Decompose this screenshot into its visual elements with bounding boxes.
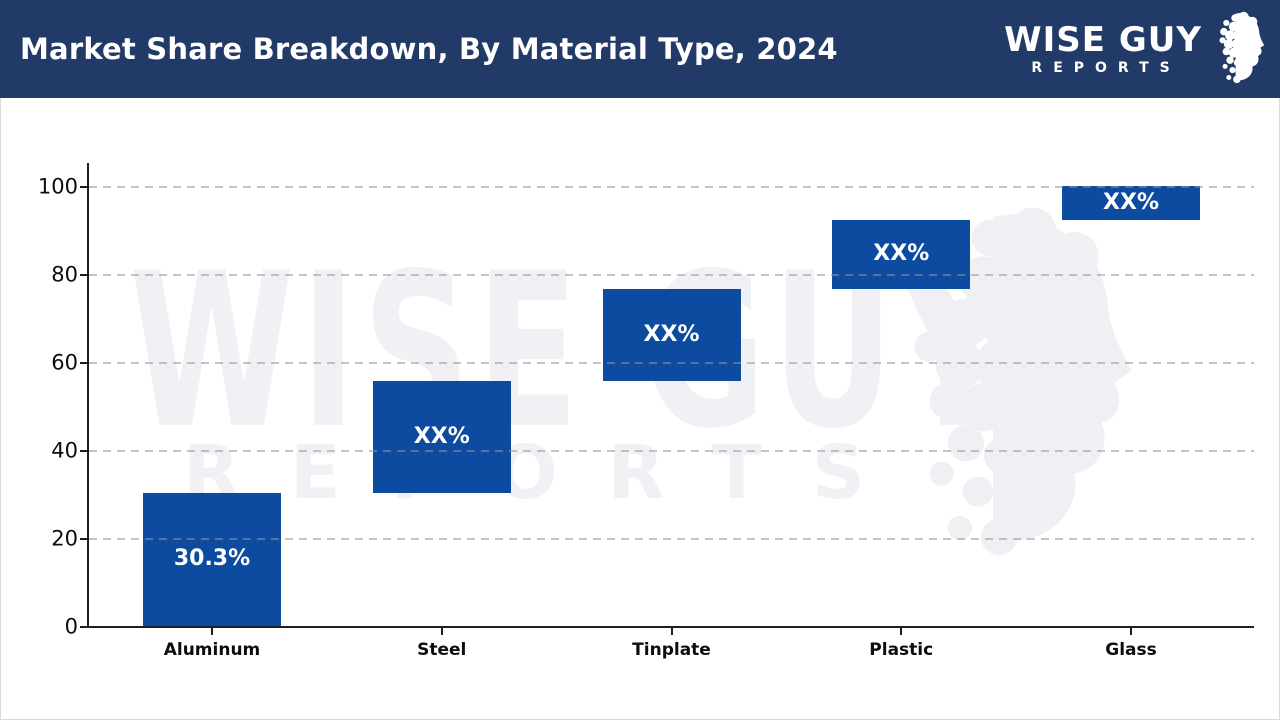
- y-tick-0: [80, 626, 87, 628]
- gridline-y80: [89, 274, 1254, 276]
- x-tick-label: Glass: [1105, 640, 1157, 660]
- bar-value-label: XX%: [643, 322, 700, 348]
- wise-guy-logo: WISE GUY REPORTS: [1004, 10, 1266, 88]
- page-title: Market Share Breakdown, By Material Type…: [20, 32, 838, 66]
- logo-sub-text: REPORTS: [1031, 60, 1181, 76]
- gridline-y20: [89, 538, 1254, 540]
- x-tick-plastic: [900, 628, 903, 635]
- logo-main-text: WISE GUY: [1004, 20, 1202, 60]
- bar-value-label: XX%: [1103, 189, 1159, 215]
- bar-value-label: 30.3%: [173, 546, 251, 572]
- y-tick-label: 60: [51, 350, 78, 375]
- gridline-y100: [89, 186, 1254, 188]
- y-tick-60: [80, 362, 87, 364]
- x-tick-glass: [1130, 628, 1132, 635]
- chart-area: WISE GUY REPORTS 0 20 40 60 80 100 30.3% Alumin…: [0, 98, 1280, 720]
- y-tick-20: [80, 538, 87, 540]
- bar-value-label: XX%: [413, 424, 470, 450]
- bar-steel: XX%: [372, 381, 511, 493]
- y-tick-100: [80, 186, 87, 188]
- x-axis-spine: [87, 626, 1254, 628]
- x-tick-label: Tinplate: [632, 640, 711, 660]
- x-tick-label: Steel: [417, 640, 467, 660]
- gridline-y60: [89, 362, 1254, 364]
- y-axis-spine: [87, 163, 89, 628]
- x-tick-tinplate: [670, 628, 673, 635]
- x-tick-label: Aluminum: [163, 640, 261, 660]
- plot: 0 20 40 60 80 100 30.3% Aluminum XX% Steel XX% Tinp…: [1, 98, 1279, 719]
- y-tick-label: 40: [51, 438, 78, 463]
- y-tick-label: 0: [64, 614, 78, 639]
- y-tick-80: [80, 274, 87, 276]
- y-tick-label: 100: [37, 174, 78, 199]
- logo-wordmark: WISE GUY REPORTS: [1004, 23, 1202, 75]
- header-bar: Market Share Breakdown, By Material Type…: [0, 0, 1280, 98]
- x-tick-aluminum: [211, 628, 213, 635]
- bar-value-label: XX%: [873, 241, 930, 267]
- bar-plastic: XX%: [832, 219, 971, 289]
- logo-head-icon: [1219, 11, 1265, 84]
- bar-glass: XX%: [1062, 186, 1200, 220]
- y-tick-40: [80, 450, 87, 452]
- x-tick-label: Plastic: [869, 640, 934, 660]
- y-tick-label: 80: [51, 262, 78, 287]
- bar-aluminum: 30.3%: [143, 492, 281, 626]
- gridline-y40: [89, 450, 1254, 452]
- bar-tinplate: XX%: [602, 288, 741, 382]
- x-tick-steel: [440, 628, 443, 635]
- y-tick-label: 20: [51, 526, 78, 551]
